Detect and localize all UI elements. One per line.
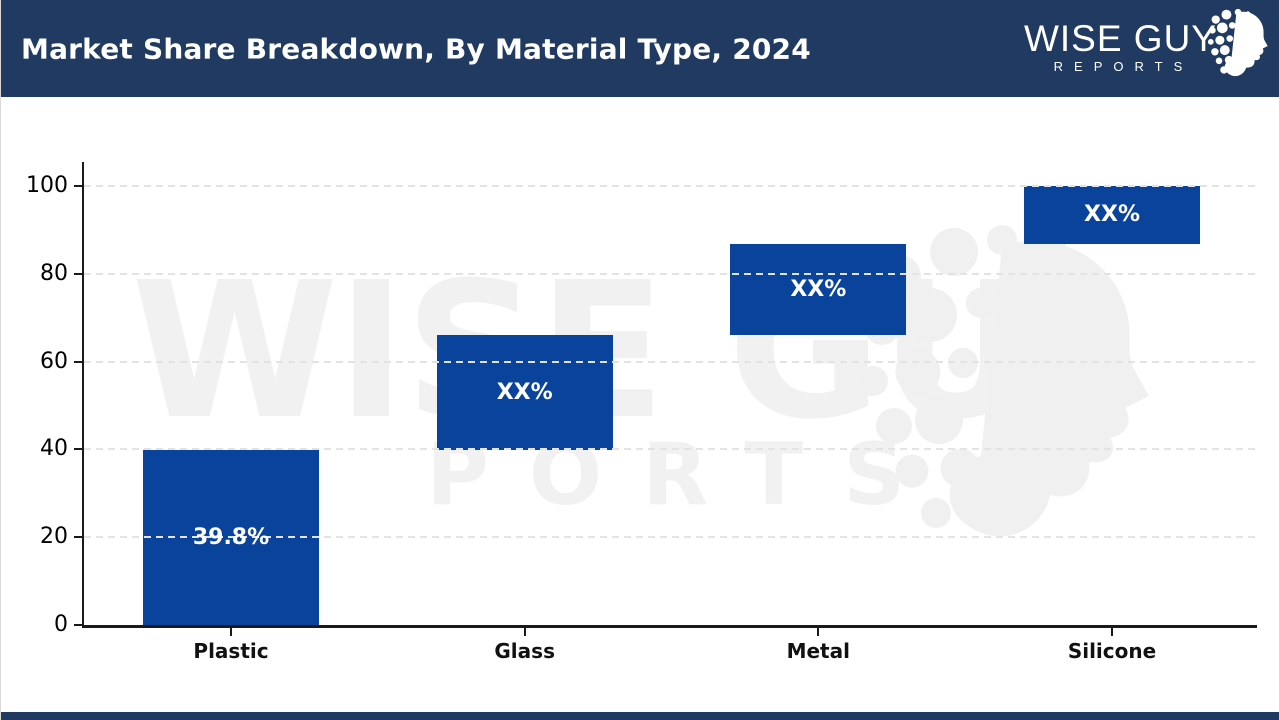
x-tick-metal <box>817 628 820 636</box>
page-title: Market Share Breakdown, By Material Type… <box>21 32 811 65</box>
gridline-y40 <box>84 448 1257 451</box>
y-tick-label-80: 80 <box>40 260 68 286</box>
x-tick-label-silicone: Silicone <box>1067 639 1157 663</box>
y-tick-label-40: 40 <box>40 436 68 462</box>
y-tick-60 <box>74 360 82 363</box>
y-tick-80 <box>74 272 82 275</box>
header: Market Share Breakdown, By Material Type… <box>1 0 1279 97</box>
y-tick-label-20: 20 <box>40 524 68 550</box>
y-axis <box>82 162 84 628</box>
gridline-y20 <box>84 536 1257 539</box>
brand-subtitle: REPORTS <box>1053 58 1194 74</box>
brand-name: WISE GUY <box>1023 17 1217 59</box>
y-tick-20 <box>74 536 82 539</box>
x-tick-silicone <box>1111 628 1113 636</box>
y-tick-label-100: 100 <box>26 173 68 198</box>
brand-logo: WISE GUY REPORTS <box>1024 6 1271 86</box>
footer-bar <box>1 712 1279 720</box>
y-tick-100 <box>74 185 82 187</box>
x-tick-glass <box>523 628 526 636</box>
gridline-y60 <box>84 360 1257 363</box>
bar-value-label-silicone: XX% <box>1084 202 1140 228</box>
x-tick-label-metal: Metal <box>786 639 850 663</box>
gridline-y80 <box>84 272 1257 275</box>
brand-head-icon <box>1207 8 1268 77</box>
y-tick-40 <box>74 448 82 451</box>
x-axis <box>82 625 1257 628</box>
brand-logo-text: WISE GUY REPORTS <box>1024 20 1217 73</box>
y-tick-label-0: 0 <box>54 612 68 637</box>
gridline-y100 <box>84 185 1257 187</box>
bar-value-label-glass: XX% <box>496 379 553 405</box>
y-tick-0 <box>74 624 82 626</box>
y-tick-label-60: 60 <box>40 348 68 374</box>
bar-metal <box>730 244 907 336</box>
x-tick-label-plastic: Plastic <box>193 639 269 663</box>
bar-value-label-plastic: 39.8% <box>192 524 270 550</box>
x-tick-plastic <box>230 628 232 636</box>
bar-value-label-metal: XX% <box>790 276 847 302</box>
bar-glass <box>436 335 613 451</box>
bar-silicone <box>1024 186 1200 245</box>
x-tick-label-glass: Glass <box>494 639 555 663</box>
